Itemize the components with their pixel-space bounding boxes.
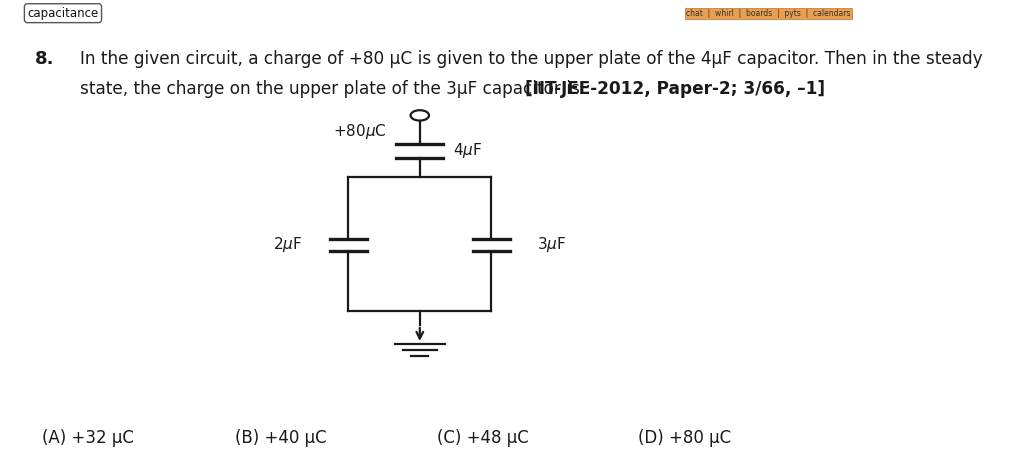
Text: state, the charge on the upper plate of the 3μF capacitor is :: state, the charge on the upper plate of … <box>80 81 591 98</box>
Text: 4$\mu$F: 4$\mu$F <box>454 141 482 160</box>
Text: [IIT-JEE-2012, Paper-2; 3/66, –1]: [IIT-JEE-2012, Paper-2; 3/66, –1] <box>524 81 825 98</box>
Text: capacitance: capacitance <box>28 7 98 20</box>
Text: 3$\mu$F: 3$\mu$F <box>538 236 566 254</box>
Text: (D) +80 μC: (D) +80 μC <box>638 429 731 447</box>
Text: chat  |  whirl  |  boards  |  pyts  |  calendars: chat | whirl | boards | pyts | calendars <box>686 8 851 18</box>
Text: 2$\mu$F: 2$\mu$F <box>273 236 302 254</box>
Text: (A) +32 μC: (A) +32 μC <box>42 429 134 447</box>
Text: +80$\mu$C: +80$\mu$C <box>333 122 386 141</box>
Text: In the given circuit, a charge of +80 μC is given to the upper plate of the 4μF : In the given circuit, a charge of +80 μC… <box>80 50 982 68</box>
Text: (C) +48 μC: (C) +48 μC <box>436 429 528 447</box>
Text: (B) +40 μC: (B) +40 μC <box>236 429 327 447</box>
Text: 8.: 8. <box>35 50 54 68</box>
